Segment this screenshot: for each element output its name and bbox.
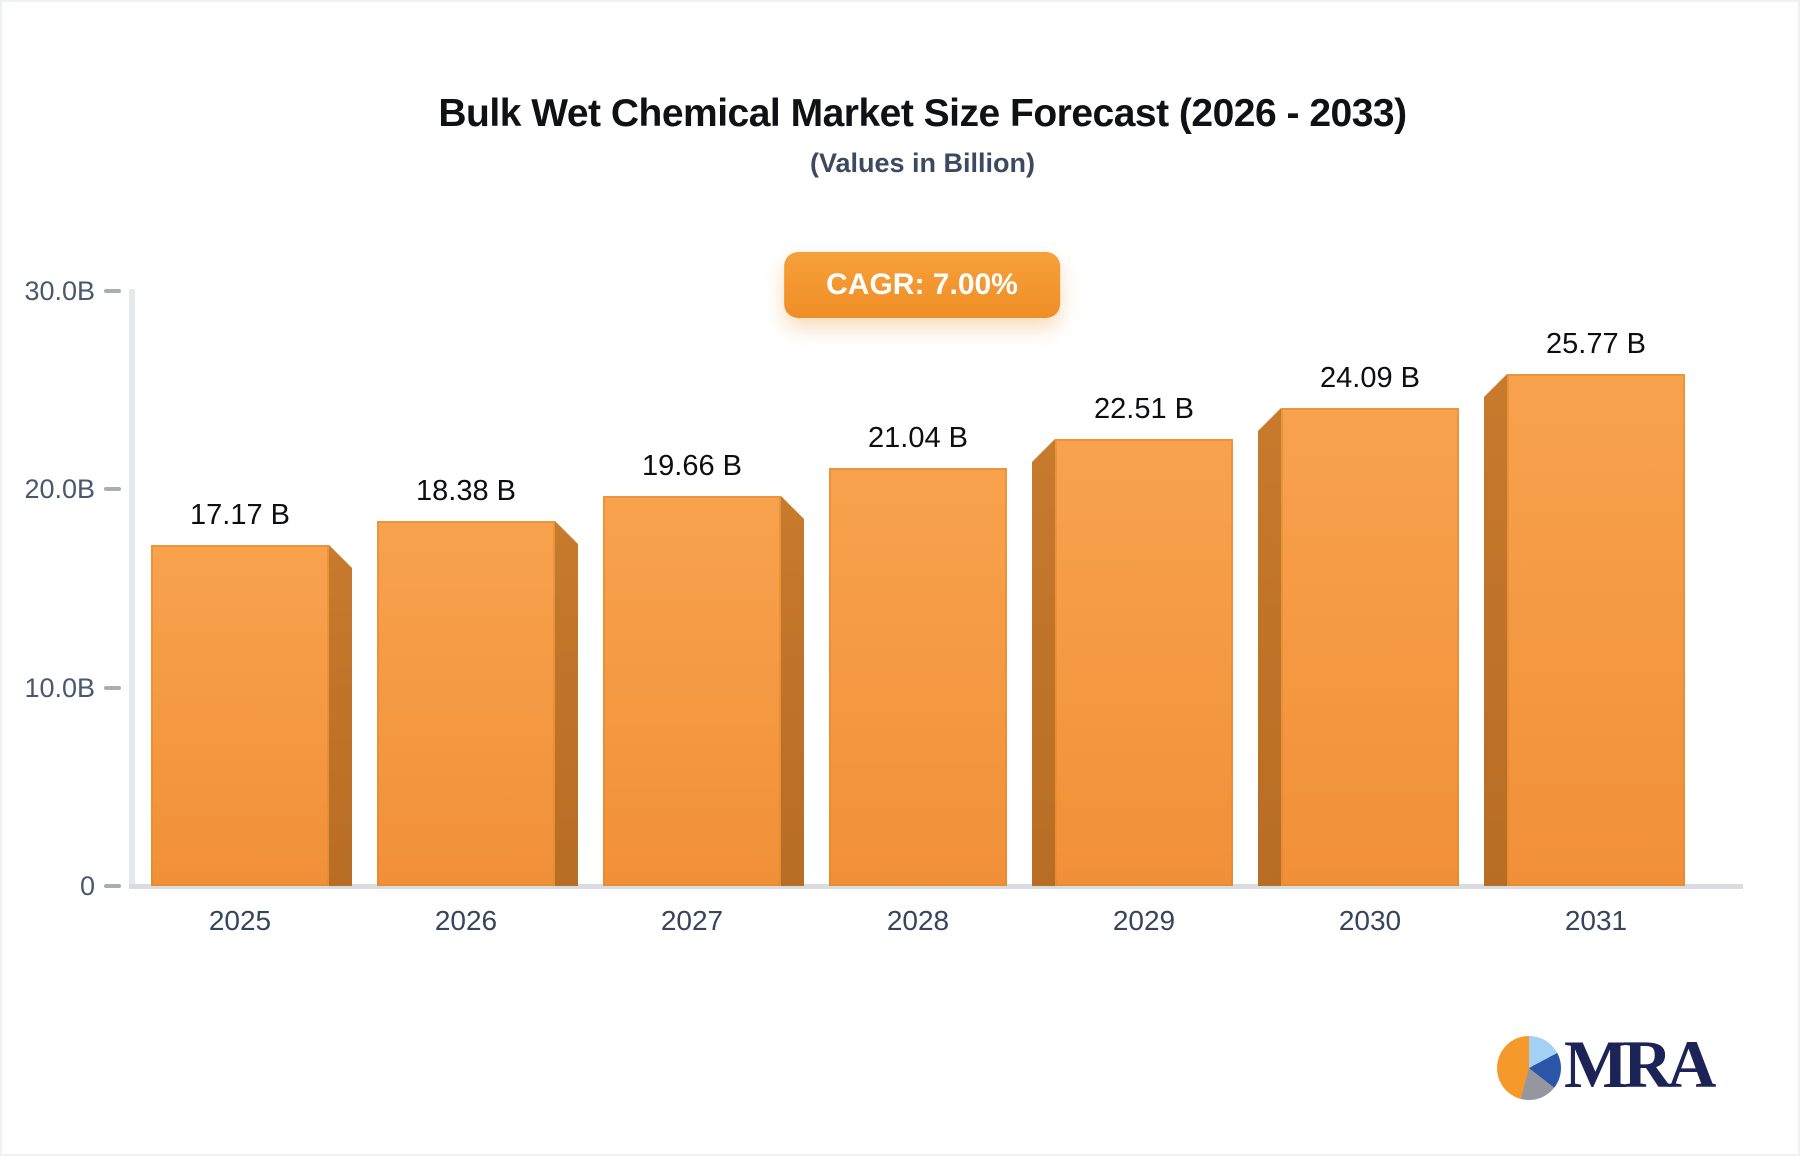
x-tick-label-2027: 2027 xyxy=(660,905,724,936)
bar-value-label-2031: 25.77 B xyxy=(1546,328,1646,360)
chart-title: Bulk Wet Chemical Market Size Forecast (… xyxy=(438,92,1407,135)
y-tick-mark xyxy=(104,685,121,690)
x-tick-label-2029: 2029 xyxy=(1112,905,1176,936)
x-tick-label-2030: 2030 xyxy=(1338,905,1402,936)
y-tick-label-0: 0 xyxy=(79,871,95,901)
y-tick-mark xyxy=(104,884,121,888)
bar-2028[interactable] xyxy=(829,468,1007,886)
pie-chart-icon xyxy=(1497,1036,1561,1100)
bar-side-2031 xyxy=(1484,374,1507,886)
cagr-badge: CAGR: 7.00% xyxy=(784,252,1060,318)
brand-logo: MRA xyxy=(1497,1030,1716,1100)
x-axis-line xyxy=(129,884,1743,889)
bar-side-2025 xyxy=(329,545,352,886)
y-tick-mark xyxy=(104,288,121,293)
bar-side-2030 xyxy=(1258,408,1281,886)
bar-2030[interactable] xyxy=(1281,408,1459,886)
bar-2027[interactable] xyxy=(603,496,781,886)
y-axis-line xyxy=(129,289,135,886)
bar-side-2029 xyxy=(1032,439,1055,886)
x-tick-label-2026: 2026 xyxy=(434,905,498,936)
bar-2025[interactable] xyxy=(151,545,329,886)
bar-2026[interactable] xyxy=(377,521,555,886)
y-tick-mark xyxy=(104,487,121,491)
bar-value-label-2025: 17.17 B xyxy=(190,499,290,531)
x-tick-label-2031: 2031 xyxy=(1564,905,1628,936)
bar-2031[interactable] xyxy=(1507,374,1685,886)
x-tick-label-2025: 2025 xyxy=(208,905,272,936)
bar-2029[interactable] xyxy=(1055,439,1233,886)
chart-subtitle: (Values in Billion) xyxy=(809,148,1036,178)
y-tick-label-30.0B: 30.0B xyxy=(24,275,95,306)
brand-logo-text: MRA xyxy=(1564,1026,1716,1102)
bar-value-label-2028: 21.04 B xyxy=(868,422,968,454)
bar-side-2026 xyxy=(555,521,578,886)
bar-value-label-2026: 18.38 B xyxy=(416,475,516,507)
bar-value-label-2030: 24.09 B xyxy=(1320,362,1420,394)
y-tick-label-10.0B: 10.0B xyxy=(24,672,95,703)
bar-side-2027 xyxy=(781,496,804,886)
x-tick-label-2028: 2028 xyxy=(886,905,950,936)
bar-value-label-2029: 22.51 B xyxy=(1094,393,1194,425)
bar-value-label-2027: 19.66 B xyxy=(642,450,742,482)
y-tick-label-20.0B: 20.0B xyxy=(24,474,95,504)
